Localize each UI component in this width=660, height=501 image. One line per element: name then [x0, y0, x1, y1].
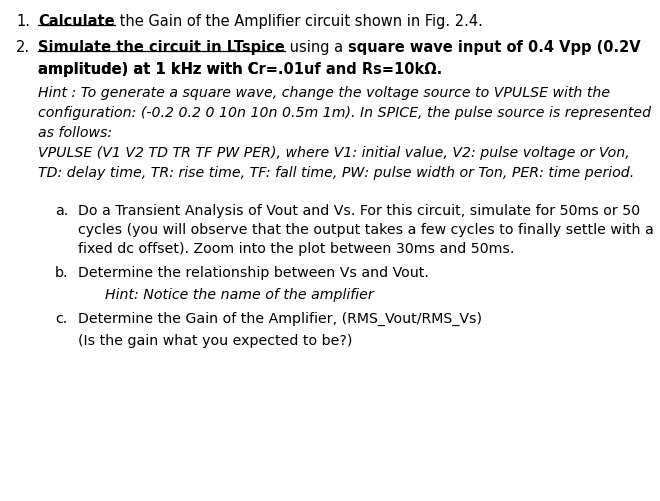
Text: Hint: Notice the name of the amplifier: Hint: Notice the name of the amplifier	[105, 288, 374, 302]
Text: 2.: 2.	[16, 40, 30, 55]
Text: c.: c.	[55, 312, 67, 326]
Text: the Gain of the Amplifier circuit shown in Fig. 2.4.: the Gain of the Amplifier circuit shown …	[115, 14, 482, 29]
Text: using a: using a	[285, 40, 348, 55]
Text: b.: b.	[55, 266, 69, 280]
Text: Hint : To generate a square wave, change the voltage source to VPULSE with the: Hint : To generate a square wave, change…	[38, 86, 610, 100]
Text: Determine the relationship between Vs and Vout.: Determine the relationship between Vs an…	[78, 266, 429, 280]
Text: Calculate: Calculate	[38, 14, 115, 29]
Text: TD: delay time, TR: rise time, TF: fall time, PW: pulse width or Ton, PER: time : TD: delay time, TR: rise time, TF: fall …	[38, 166, 634, 180]
Text: fixed dc offset). Zoom into the plot between 30ms and 50ms.: fixed dc offset). Zoom into the plot bet…	[78, 242, 514, 256]
Text: amplitude) at 1 kHz with C: amplitude) at 1 kHz with C	[38, 62, 259, 77]
Text: configuration: (-0.2 0.2 0 10n 10n 0.5m 1m). In SPICE, the pulse source is repre: configuration: (-0.2 0.2 0 10n 10n 0.5m …	[38, 106, 651, 120]
Text: amplitude) at 1 kHz with Cr=.01uf and Rs=10kΩ.: amplitude) at 1 kHz with Cr=.01uf and Rs…	[38, 62, 442, 77]
Text: Do a Transient Analysis of Vout and Vs. For this circuit, simulate for 50ms or 5: Do a Transient Analysis of Vout and Vs. …	[78, 204, 640, 218]
Text: VPULSE (V1 V2 TD TR TF PW PER), where V1: initial value, V2: pulse voltage or Vo: VPULSE (V1 V2 TD TR TF PW PER), where V1…	[38, 146, 630, 160]
Text: a.: a.	[55, 204, 68, 218]
Text: cycles (you will observe that the output takes a few cycles to finally settle wi: cycles (you will observe that the output…	[78, 223, 654, 237]
Text: Determine the Gain of the Amplifier, (RMS_Vout/RMS_Vs): Determine the Gain of the Amplifier, (RM…	[78, 312, 482, 326]
Text: square wave input of 0.4 Vpp (0.2V: square wave input of 0.4 Vpp (0.2V	[348, 40, 640, 55]
Text: as follows:: as follows:	[38, 126, 112, 140]
Text: 1.: 1.	[16, 14, 30, 29]
Text: Simulate the circuit in LTspice: Simulate the circuit in LTspice	[38, 40, 285, 55]
Text: (Is the gain what you expected to be?): (Is the gain what you expected to be?)	[78, 334, 352, 348]
